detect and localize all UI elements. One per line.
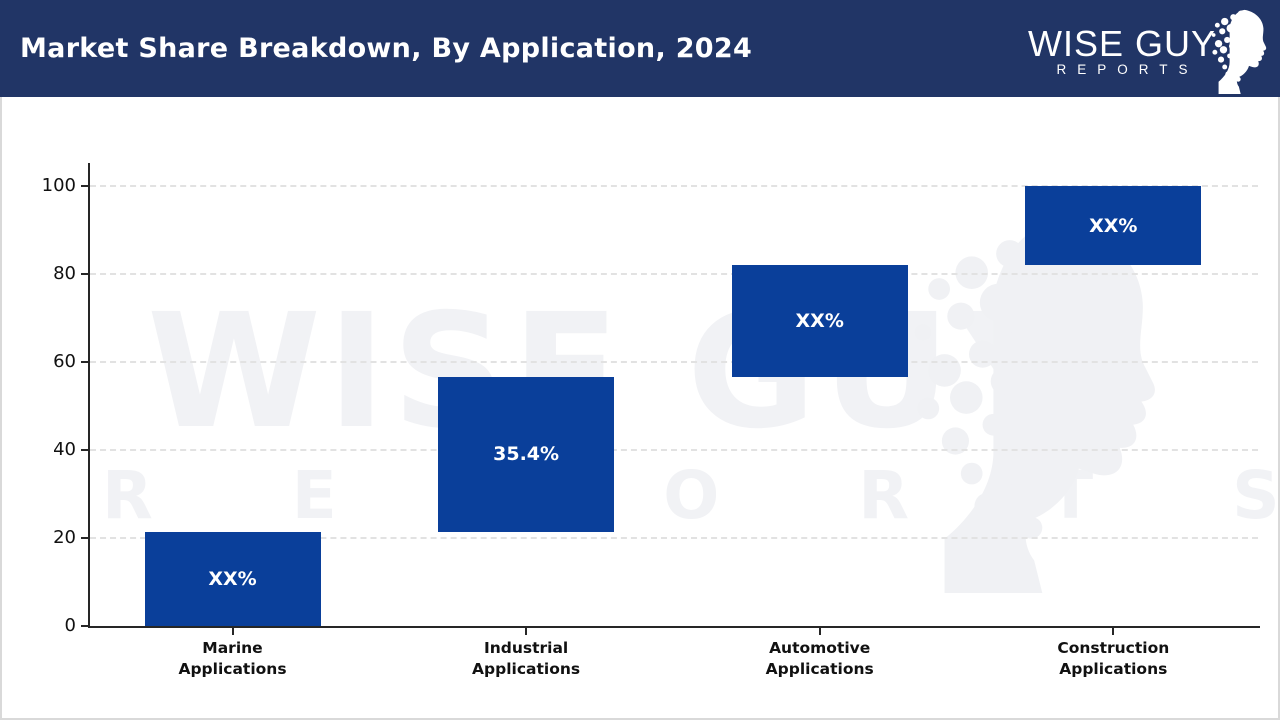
logo-face-icon [1211,9,1267,94]
bar-value-label: 35.4% [493,443,560,466]
bar-industrial: 35.4% [438,376,615,533]
y-gridline [90,185,1258,187]
y-gridline [90,273,1258,275]
bar-value-label: XX% [208,568,257,591]
y-tick-label: 20 [53,527,76,548]
x-category-label: Construction Applications [993,638,1233,680]
bar-construction: XX% [1025,186,1202,266]
y-tick-label: 100 [41,175,76,196]
y-tick-mark [81,449,88,451]
bar-automotive: XX% [731,265,908,377]
y-axis-spine [88,163,90,628]
x-category-label: Industrial Applications [406,638,646,680]
bar-value-label: XX% [795,309,844,332]
y-tick-mark [81,273,88,275]
y-tick-label: 0 [64,615,76,636]
y-gridline [90,449,1258,451]
chart-canvas: WISE GUY R E P O R T S 0 20 40 60 80 100 XX% Ma… [0,97,1280,720]
logo-name: WISE GUY [1027,22,1216,64]
bar-marine: XX% [144,532,321,626]
y-gridline [90,537,1258,539]
x-tick-mark [1112,628,1115,635]
watermark-face-icon [914,221,1155,593]
y-tick-mark [81,537,88,539]
x-category-line1: Automotive [769,639,871,657]
x-axis-spine [88,626,1260,628]
page-title: Market Share Breakdown, By Application, … [20,33,753,64]
x-category-line2: Applications [1059,659,1168,678]
x-tick-mark [525,628,528,635]
x-category-line1: Construction [1057,639,1170,657]
x-tick-mark [231,628,234,635]
logo-text: WISE GUY REPORTS [1027,22,1216,78]
y-gridline [90,361,1258,363]
y-tick-mark [81,625,88,627]
watermark-sub: R E P O R T S [102,457,1280,534]
y-tick-mark [81,185,88,187]
x-category-label: Marine Applications [113,638,353,680]
y-tick-label: 80 [53,263,76,284]
header-bar: Market Share Breakdown, By Application, … [0,0,1280,97]
y-tick-mark [81,361,88,363]
x-category-line2: Applications [472,659,581,678]
x-tick-mark [818,628,821,635]
x-category-line2: Applications [765,659,874,678]
wise-guy-logo: WISE GUY REPORTS [1028,8,1268,94]
x-category-line1: Marine [202,639,263,657]
y-tick-label: 60 [53,351,76,372]
bar-value-label: XX% [1089,214,1138,237]
x-category-line2: Applications [178,659,287,678]
x-category-label: Automotive Applications [700,638,940,680]
logo-subtitle: REPORTS [1056,62,1199,78]
x-category-line1: Industrial [483,639,569,657]
y-tick-label: 40 [53,439,76,460]
